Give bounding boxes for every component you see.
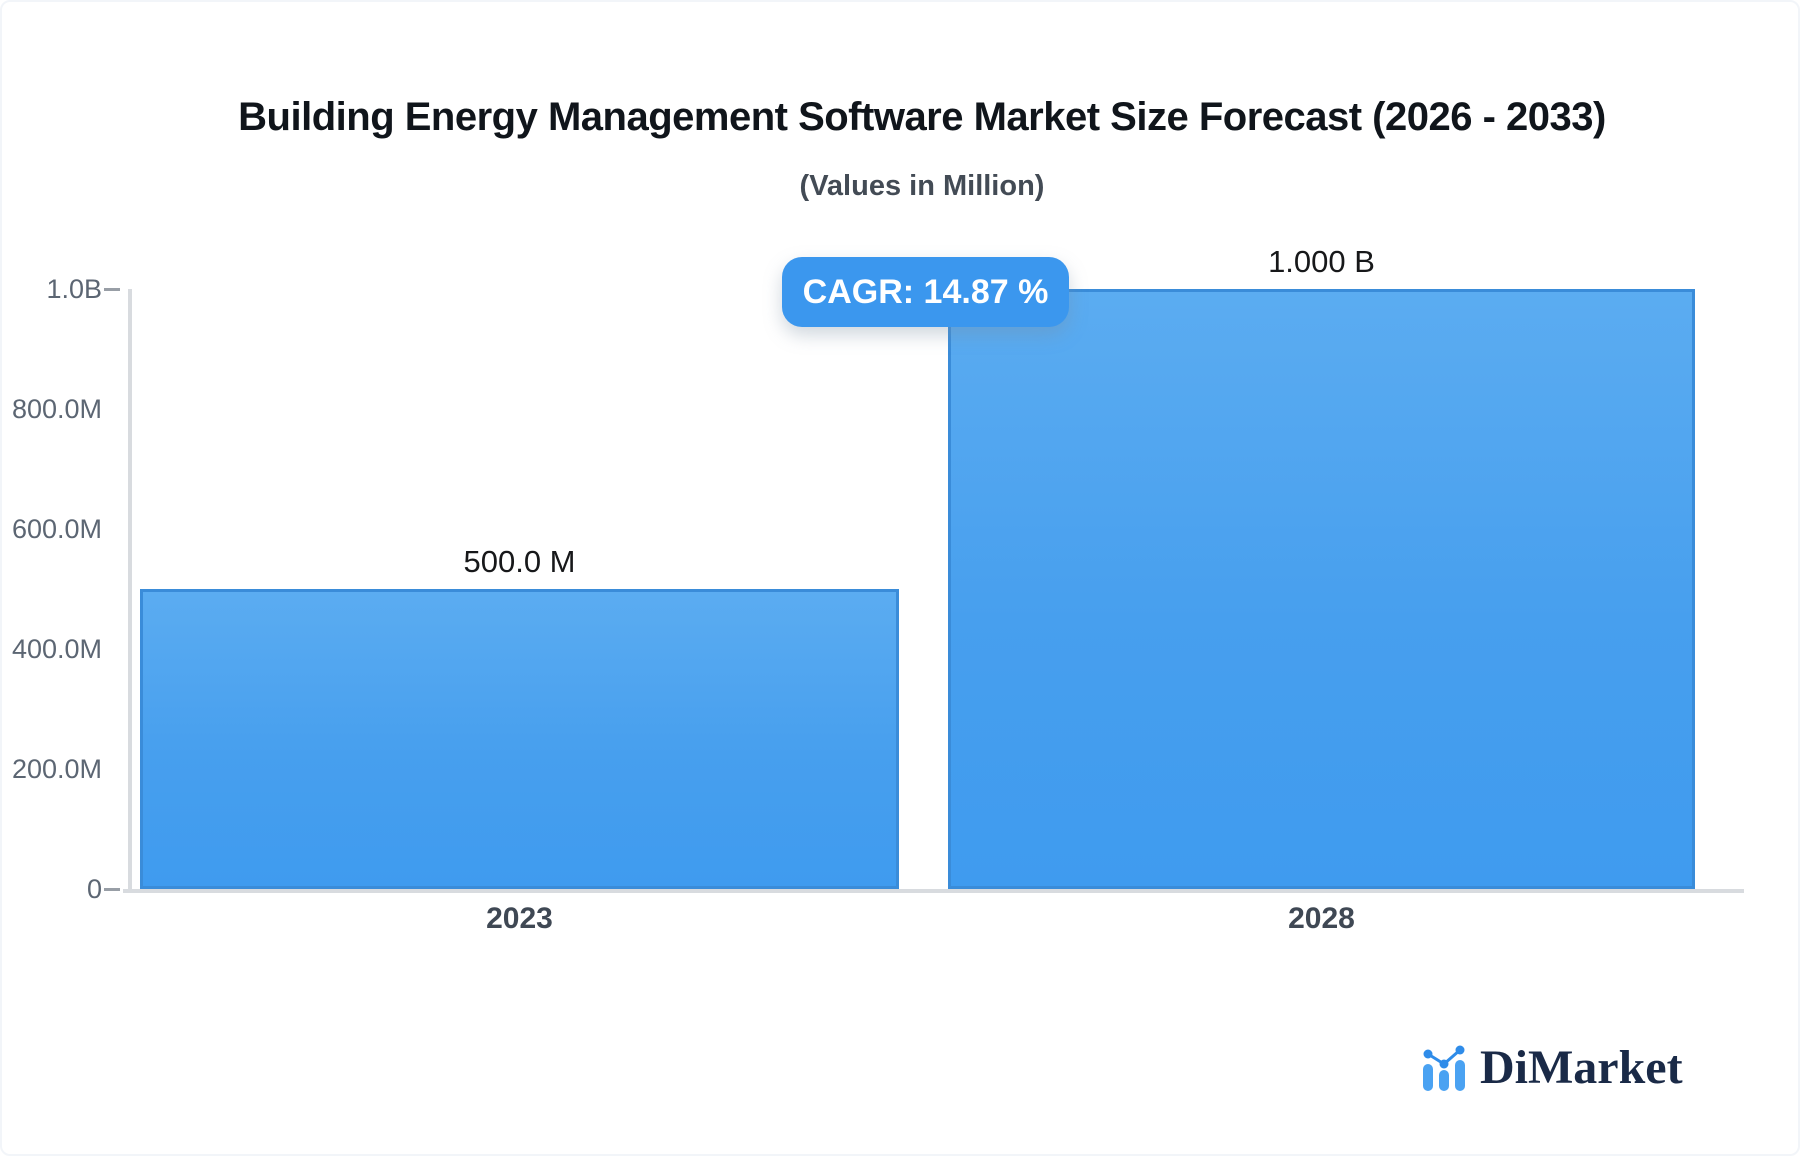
y-tick-label: 1.0B bbox=[46, 274, 102, 304]
y-tick-label: 0 bbox=[86, 874, 102, 904]
page-title: Building Energy Management Software Mark… bbox=[238, 95, 1606, 139]
y-axis-line bbox=[128, 289, 132, 893]
y-tick-label: 600.0M bbox=[11, 514, 102, 544]
y-tick-mark bbox=[104, 888, 120, 891]
y-tick-mark bbox=[104, 288, 120, 291]
x-axis-label: 2023 bbox=[486, 902, 553, 935]
brand-logo-text: DiMarket bbox=[1480, 1041, 1683, 1094]
y-tick-label: 800.0M bbox=[11, 394, 102, 424]
x-axis-line bbox=[123, 889, 1744, 893]
x-axis-label: 2028 bbox=[1288, 902, 1355, 935]
bar-2023[interactable] bbox=[140, 589, 899, 889]
y-tick-label: 200.0M bbox=[11, 754, 102, 784]
bar-2028[interactable] bbox=[948, 289, 1695, 889]
page-subtitle: (Values in Million) bbox=[799, 170, 1045, 202]
bar-value-label: 500.0 M bbox=[463, 544, 576, 579]
bar-value-label: 1.000 B bbox=[1268, 244, 1375, 279]
y-tick-label: 400.0M bbox=[11, 634, 102, 664]
cagr-badge: CAGR: 14.87 % bbox=[782, 257, 1069, 327]
mini-bar-chart-icon bbox=[1423, 1045, 1465, 1091]
brand-logo: DiMarket bbox=[1422, 1042, 1683, 1094]
